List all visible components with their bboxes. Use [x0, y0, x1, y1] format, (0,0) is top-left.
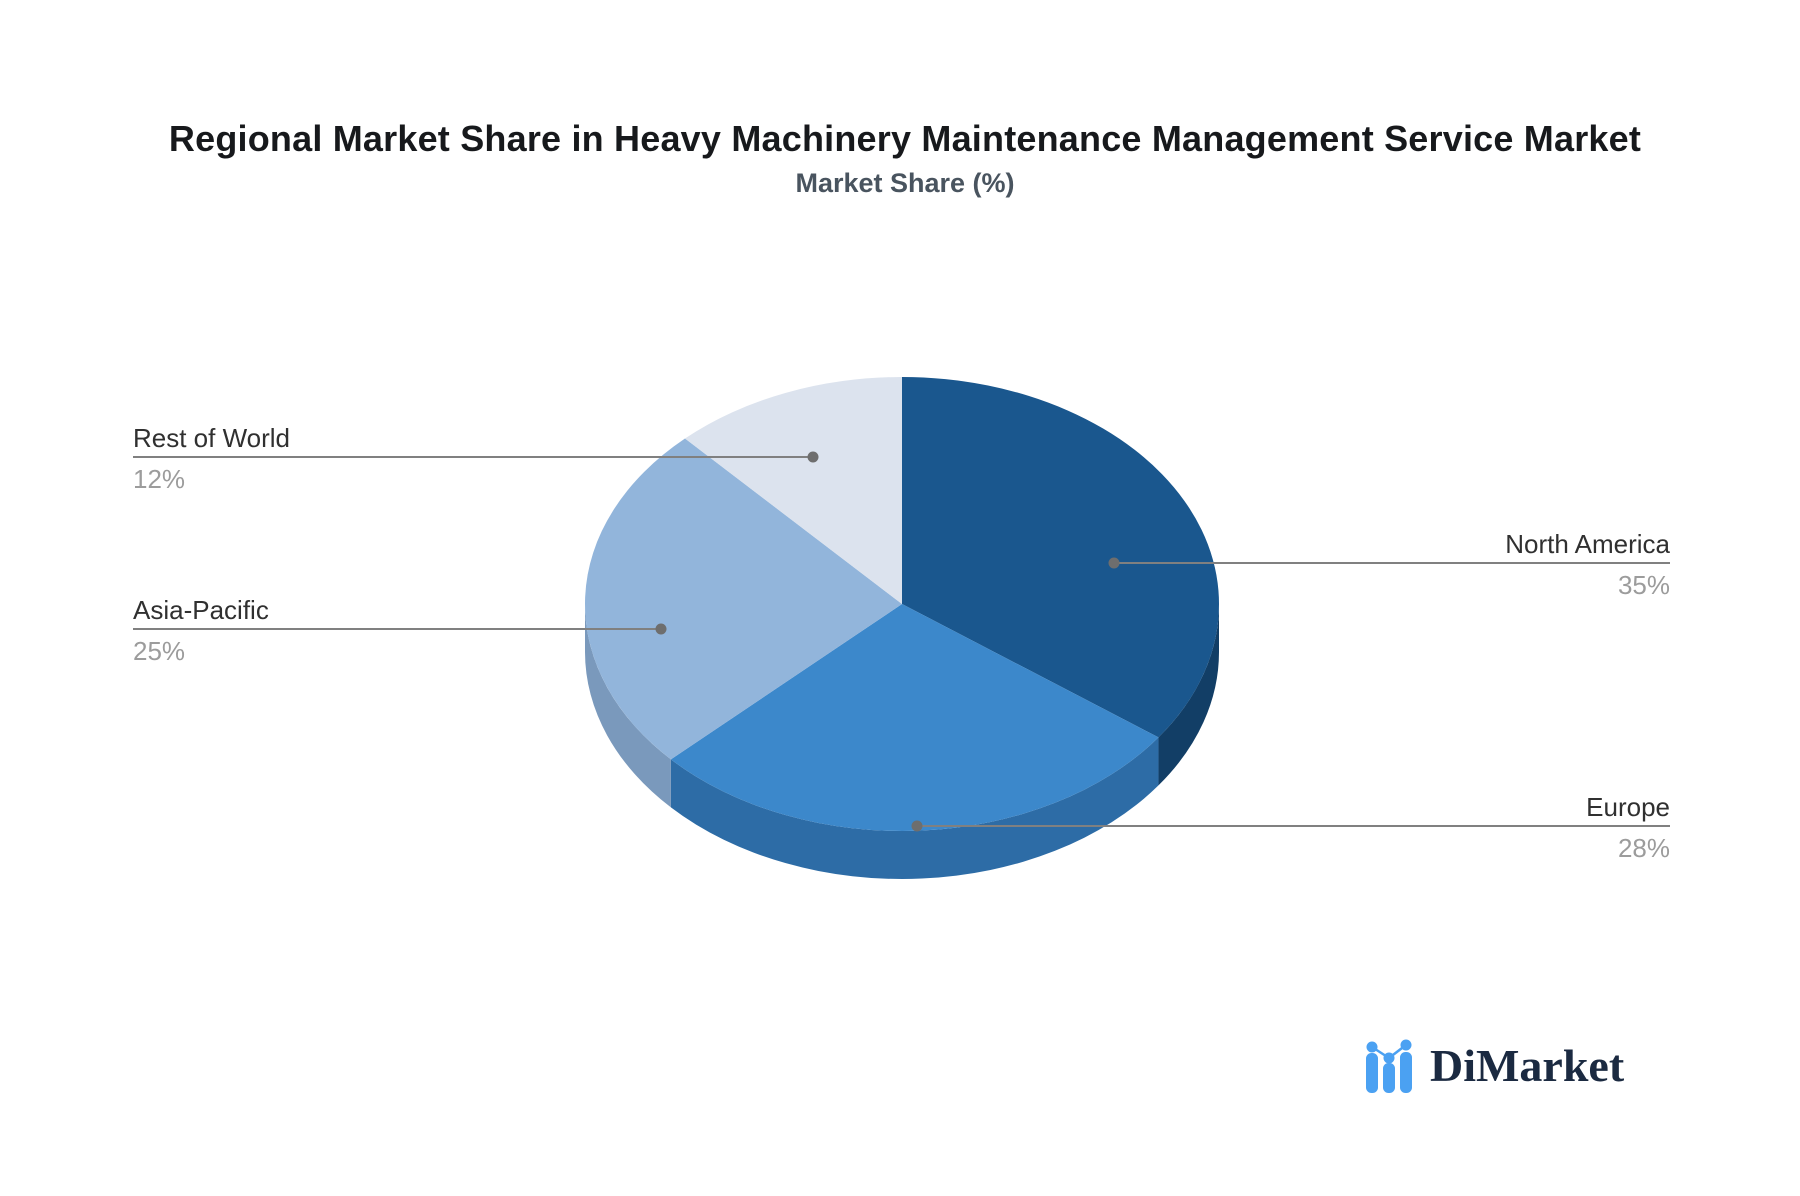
chart-subtitle: Market Share (%): [795, 168, 1015, 198]
dimarket-logo: DiMarket: [1358, 1038, 1624, 1094]
pie-slice-asia-pacific[interactable]: [585, 438, 902, 760]
pie-slice-side-asia-pacific: [585, 604, 671, 808]
dimarket-logo-text: DiMarket: [1430, 1040, 1625, 1091]
label-dot-north-america: [1108, 557, 1120, 569]
logo-dot: [1383, 1052, 1395, 1064]
slice-value-asia-pacific: 25%: [133, 636, 185, 666]
slice-label-asia-pacific: Asia-Pacific: [133, 595, 269, 625]
slice-value-rest-of-world: 12%: [133, 464, 185, 494]
label-dot-rest-of-world: [807, 451, 819, 463]
dimarket-logo-icon: [1366, 1039, 1412, 1093]
logo-bar: [1400, 1052, 1412, 1093]
pie-slice-side-europe: [670, 737, 1159, 879]
logo-dot: [1400, 1039, 1412, 1051]
pie-slice-europe[interactable]: [670, 604, 1159, 831]
slice-value-europe: 28%: [1618, 833, 1670, 863]
slice-value-north-america: 35%: [1618, 570, 1670, 600]
pie-slice-north-america[interactable]: [902, 377, 1220, 738]
pie-slice-rest-of-world[interactable]: [685, 377, 902, 604]
logo-dot: [1366, 1041, 1378, 1053]
logo-bar: [1366, 1053, 1378, 1093]
label-dot-asia-pacific: [655, 623, 667, 635]
label-dot-europe: [911, 820, 923, 832]
chart-title: Regional Market Share in Heavy Machinery…: [168, 118, 1642, 159]
slice-label-north-america: North America: [1505, 529, 1670, 559]
pie-slice-side-north-america: [1158, 604, 1219, 786]
slice-label-europe: Europe: [1586, 792, 1670, 822]
slice-label-rest-of-world: Rest of World: [133, 423, 290, 453]
logo-bar: [1383, 1063, 1395, 1093]
